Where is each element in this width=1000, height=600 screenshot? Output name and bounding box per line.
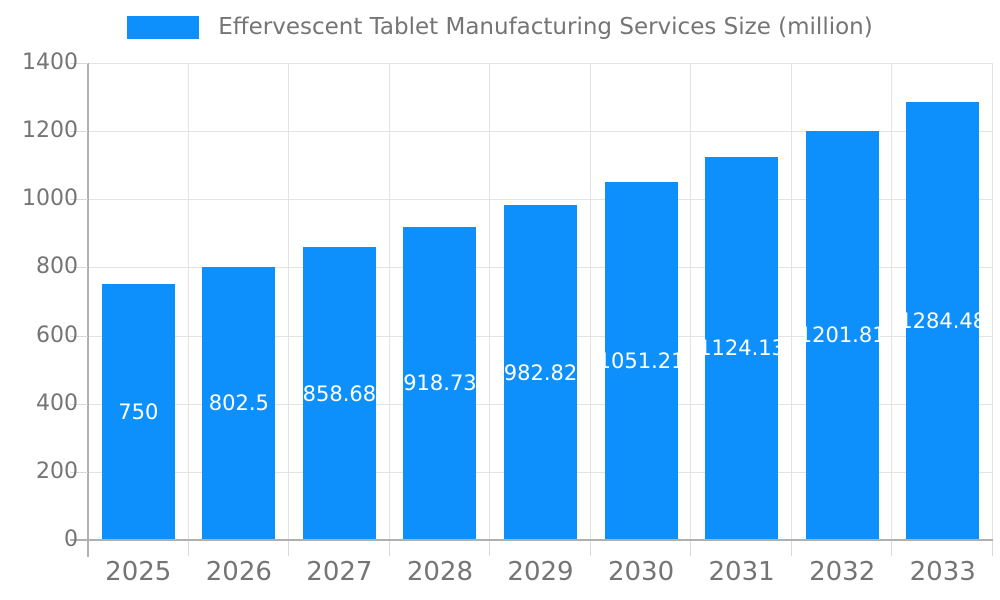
h-gridline	[88, 199, 993, 201]
bar-2029[interactable]	[504, 205, 577, 540]
y-axis-tick	[70, 267, 88, 269]
legend-swatch-icon	[127, 15, 200, 39]
bar-2030[interactable]	[604, 181, 678, 540]
y-axis-tick	[70, 63, 88, 64]
bar-2033[interactable]	[906, 102, 980, 540]
legend-label: Effervescent Tablet Manufacturing Servic…	[218, 14, 873, 40]
x-axis-tick	[891, 541, 893, 556]
y-axis-tick-label: 1000	[22, 186, 78, 212]
x-axis-label-2033: 2033	[909, 557, 976, 587]
bar-2031[interactable]	[705, 156, 779, 540]
x-axis-label-2027: 2027	[306, 557, 373, 587]
chart-legend[interactable]: Effervescent Tablet Manufacturing Servic…	[0, 0, 1000, 54]
bar-2026[interactable]	[202, 266, 276, 540]
x-axis-tick	[992, 541, 993, 556]
x-axis-line	[70, 539, 993, 541]
x-axis-label-2028: 2028	[406, 557, 474, 587]
x-axis-label-2032: 2032	[809, 557, 876, 587]
x-axis-tick	[690, 541, 692, 556]
y-axis-tick	[70, 471, 88, 473]
x-axis-label-2026: 2026	[205, 557, 272, 587]
v-gridline	[489, 63, 491, 540]
x-axis-label-2031: 2031	[708, 557, 775, 587]
x-axis-tick	[187, 541, 189, 556]
v-gridline	[288, 63, 290, 540]
y-axis-tick	[70, 131, 88, 133]
h-gridline	[88, 63, 993, 64]
v-gridline	[992, 63, 993, 540]
y-axis-tick	[70, 335, 88, 337]
x-axis-tick	[589, 541, 591, 556]
y-axis-tick	[70, 199, 88, 201]
bar-2028[interactable]	[403, 226, 477, 540]
v-gridline	[690, 63, 692, 540]
x-axis-tick	[288, 541, 290, 556]
v-gridline	[388, 63, 390, 540]
x-axis-label-2030: 2030	[607, 557, 675, 587]
x-axis-label-2029: 2029	[507, 557, 574, 587]
y-axis-tick-label: 800	[36, 254, 78, 280]
y-axis-tick-label: 400	[36, 390, 78, 416]
y-axis-tick-label: 1200	[22, 118, 78, 144]
y-axis-tick-label: 600	[36, 322, 78, 348]
bar-2032[interactable]	[805, 130, 879, 540]
v-gridline	[891, 63, 893, 540]
bar-2025[interactable]	[101, 284, 175, 540]
v-gridline	[790, 63, 792, 540]
h-gridline	[88, 131, 993, 133]
x-axis-tick	[489, 541, 491, 556]
bar-2027[interactable]	[302, 247, 376, 540]
y-axis-line	[87, 63, 89, 557]
x-axis-tick	[388, 541, 390, 556]
x-axis-tick	[790, 541, 792, 556]
y-axis-tick-label: 0	[64, 527, 78, 552]
v-gridline	[589, 63, 591, 540]
plot-area: 750 802.5 858.68 918.73 982.82 1051.21 1124.13…	[88, 63, 993, 540]
v-gridline	[187, 63, 189, 540]
y-axis-tick	[70, 403, 88, 405]
x-axis-label-2025: 2025	[105, 557, 172, 587]
y-axis-tick-label: 1400	[22, 50, 78, 75]
y-axis-tick-label: 200	[36, 458, 78, 484]
